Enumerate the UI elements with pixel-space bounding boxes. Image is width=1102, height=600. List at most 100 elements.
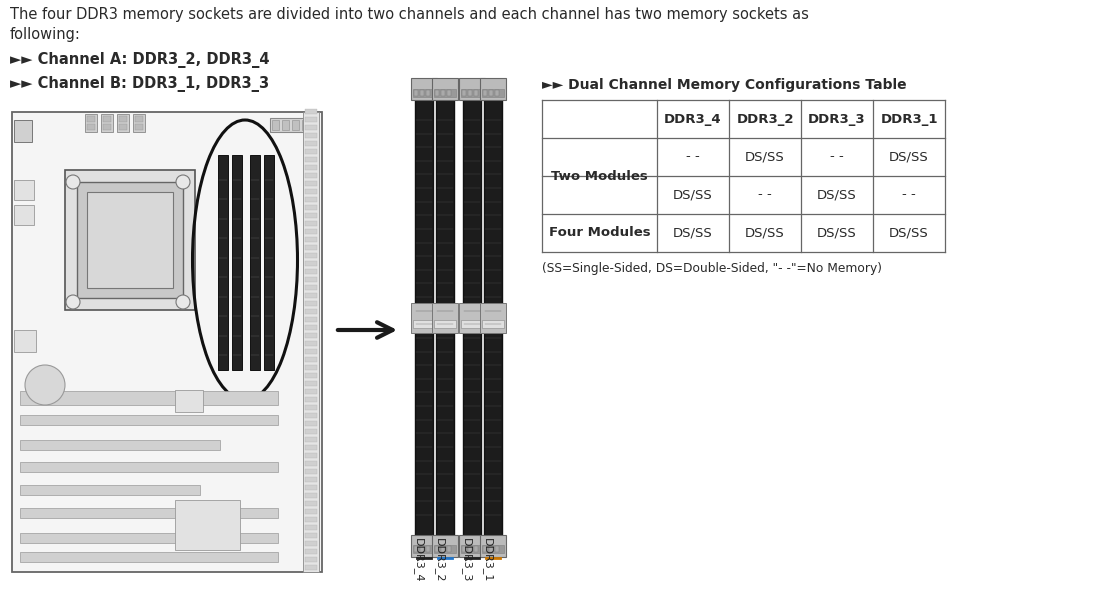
Bar — [305, 565, 317, 570]
Text: DDR3_4: DDR3_4 — [413, 538, 424, 582]
Bar — [483, 90, 487, 96]
Bar — [482, 89, 504, 97]
Bar — [20, 391, 278, 405]
Bar — [434, 545, 456, 553]
Bar — [12, 112, 322, 572]
Bar — [14, 205, 34, 225]
Bar — [426, 90, 430, 96]
Bar — [119, 116, 127, 122]
Text: DS/SS: DS/SS — [745, 151, 785, 163]
Bar — [303, 112, 318, 572]
Bar — [305, 141, 317, 146]
Bar — [463, 100, 480, 535]
Circle shape — [66, 295, 80, 309]
Bar — [305, 381, 317, 386]
Bar — [305, 237, 317, 242]
Bar — [460, 535, 485, 557]
Bar — [460, 78, 485, 100]
Bar — [305, 341, 317, 346]
Text: DDR3_4: DDR3_4 — [665, 113, 722, 125]
Bar — [474, 546, 478, 552]
Bar — [305, 469, 317, 474]
Bar — [305, 117, 317, 122]
Bar — [426, 546, 430, 552]
Text: ►► Dual Channel Memory Configurations Table: ►► Dual Channel Memory Configurations Ta… — [542, 78, 907, 92]
Text: - -: - - — [830, 151, 844, 163]
Bar — [272, 120, 279, 130]
Bar — [435, 90, 439, 96]
Bar — [305, 349, 317, 354]
Bar — [305, 549, 317, 554]
Bar — [14, 120, 32, 142]
Text: DS/SS: DS/SS — [889, 226, 929, 239]
Bar — [305, 365, 317, 370]
Bar — [434, 89, 456, 97]
Bar — [435, 546, 439, 552]
Bar — [414, 90, 418, 96]
Text: DDR3_1: DDR3_1 — [482, 538, 493, 582]
Bar — [305, 221, 317, 226]
Bar — [305, 405, 317, 410]
Bar — [489, 546, 493, 552]
Bar — [305, 245, 317, 250]
Bar — [250, 155, 260, 370]
Bar — [447, 546, 451, 552]
Bar — [305, 285, 317, 290]
Bar — [495, 546, 499, 552]
Text: DDR3_2: DDR3_2 — [434, 538, 445, 582]
Bar — [282, 120, 289, 130]
Bar — [468, 90, 472, 96]
Bar — [305, 325, 317, 330]
Bar — [305, 277, 317, 282]
Bar — [305, 149, 317, 154]
Bar — [305, 501, 317, 506]
Bar — [420, 90, 424, 96]
Bar — [432, 303, 458, 333]
Bar — [441, 546, 445, 552]
Text: DDR3_3: DDR3_3 — [461, 538, 472, 582]
Circle shape — [176, 295, 190, 309]
Bar — [305, 509, 317, 514]
Bar — [305, 533, 317, 538]
Bar — [264, 155, 274, 370]
Text: DS/SS: DS/SS — [817, 226, 857, 239]
Bar — [305, 397, 317, 402]
Bar — [136, 116, 143, 122]
Bar — [441, 90, 445, 96]
Bar — [14, 180, 34, 200]
Bar — [20, 440, 220, 450]
Bar — [233, 155, 242, 370]
Bar — [305, 197, 317, 202]
Bar — [175, 500, 240, 550]
Bar — [218, 155, 228, 370]
Bar — [305, 453, 317, 458]
Bar — [305, 477, 317, 482]
Bar — [20, 485, 199, 495]
Bar — [415, 100, 433, 535]
Bar — [270, 118, 315, 132]
Bar — [305, 317, 317, 322]
Bar — [119, 124, 127, 130]
Bar — [305, 189, 317, 194]
Bar — [305, 485, 317, 490]
Bar — [305, 309, 317, 314]
Bar — [474, 90, 478, 96]
Bar — [480, 535, 506, 557]
Bar — [411, 535, 437, 557]
Bar — [305, 421, 317, 426]
Text: Two Modules: Two Modules — [551, 169, 648, 182]
Bar — [482, 545, 504, 553]
Bar — [413, 89, 435, 97]
Text: - -: - - — [903, 188, 916, 202]
Bar — [305, 373, 317, 378]
Bar — [461, 89, 483, 97]
Bar — [482, 320, 504, 328]
Bar — [87, 124, 95, 130]
Bar — [175, 390, 203, 412]
Bar — [305, 413, 317, 418]
Bar — [305, 525, 317, 530]
Bar — [432, 78, 458, 100]
Bar — [305, 541, 317, 546]
Text: DDR3_3: DDR3_3 — [808, 113, 866, 125]
Bar — [305, 125, 317, 130]
